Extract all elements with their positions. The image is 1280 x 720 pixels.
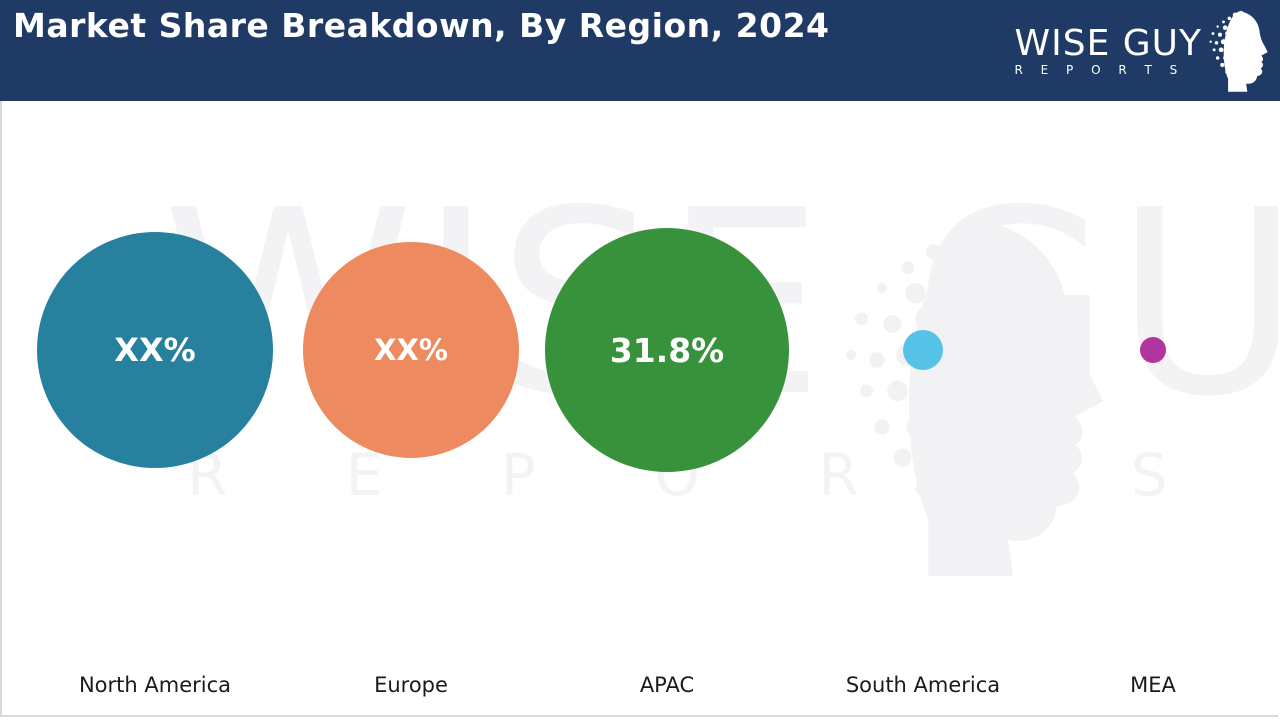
category-label: APAC bbox=[639, 673, 695, 697]
bubble-chart: XX% North America XX% Europe 31.8% APAC South … bbox=[2, 101, 1278, 715]
category-label: Europe bbox=[374, 673, 448, 697]
page-title: Market Share Breakdown, By Region, 2024 bbox=[13, 6, 830, 45]
logo-wordmark: WISE GUY bbox=[1014, 22, 1202, 64]
bubble-value-label: XX% bbox=[114, 331, 196, 369]
logo-subtext: R E P O R T S bbox=[1014, 63, 1185, 78]
bubble-value-label: 31.8% bbox=[609, 330, 725, 370]
bubble-apac: 31.8% bbox=[545, 228, 789, 472]
category-label: South America bbox=[845, 673, 1001, 697]
category-label: North America bbox=[78, 673, 232, 697]
bubble-value-label: XX% bbox=[374, 333, 448, 367]
bubble-europe: XX% bbox=[303, 242, 519, 458]
bubble-south-america bbox=[903, 330, 943, 370]
logo-head-icon bbox=[1209, 10, 1268, 92]
bubble-mea bbox=[1140, 337, 1166, 363]
chart-area: WISE GUY R E P O R T S XX%North AmericaX… bbox=[0, 101, 1278, 717]
brand-logo-text: WISE GUY R E P O R T S bbox=[1014, 22, 1203, 78]
category-label: MEA bbox=[1130, 673, 1176, 697]
brand-logo: WISE GUY R E P O R T S bbox=[1015, 6, 1271, 96]
bubble-north-america: XX% bbox=[37, 232, 273, 468]
header-bar: Market Share Breakdown, By Region, 2024 … bbox=[0, 0, 1280, 101]
